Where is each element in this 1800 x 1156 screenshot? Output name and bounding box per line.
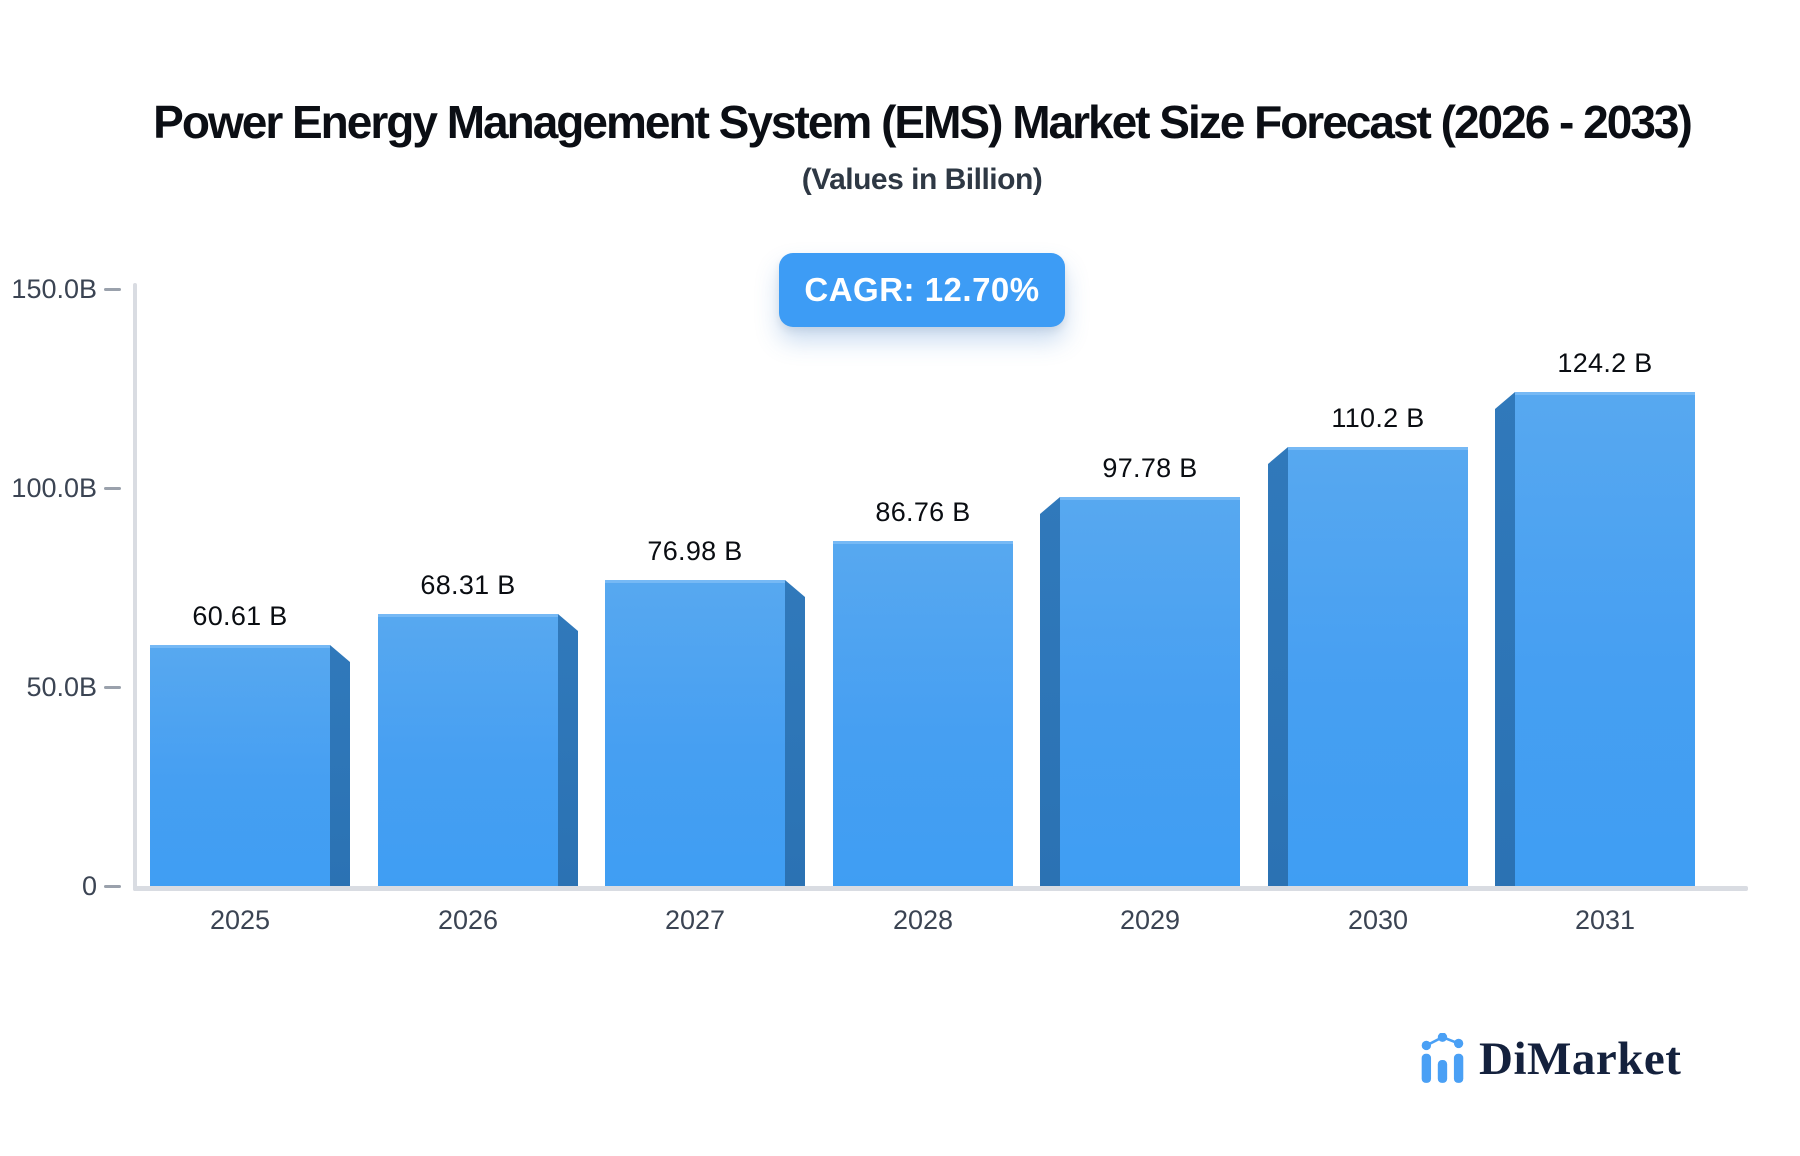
bar-line-chart-logo-icon [1421, 1033, 1464, 1083]
bar-face-2031[interactable] [1515, 392, 1695, 886]
x-tick-label-2025: 2025 [209, 905, 271, 935]
bar-value-label-2029: 97.78 B [1102, 453, 1198, 483]
y-tick-label-0: 0 [81, 871, 97, 901]
bar-value-label-2026: 68.31 B [420, 570, 516, 600]
bar-side-2031 [1495, 392, 1515, 886]
x-tick-label-2028: 2028 [892, 905, 954, 935]
bar-side-2027 [785, 580, 805, 886]
x-tick-label-2027: 2027 [664, 905, 726, 935]
y-tick-mark-150 [104, 288, 121, 291]
x-tick-label-2026: 2026 [437, 905, 499, 935]
dimarket-watermark: DiMarket [1420, 1032, 1681, 1086]
bar-face-2029[interactable] [1060, 497, 1240, 886]
x-tick-label-2031: 2031 [1574, 905, 1636, 935]
bar-side-2026 [558, 614, 578, 886]
bar-side-2029 [1040, 497, 1060, 886]
chart-subtitle: (Values in Billion) [801, 163, 1043, 196]
x-tick-label-2030: 2030 [1347, 905, 1409, 935]
bar-face-2028[interactable] [833, 541, 1013, 886]
chart-title: Power Energy Management System (EMS) Mar… [153, 96, 1693, 148]
bar-face-2025[interactable] [150, 645, 330, 886]
bar-side-2025 [330, 645, 350, 886]
y-axis-line [133, 283, 137, 891]
bar-value-label-2027: 76.98 B [647, 536, 743, 566]
bar-side-2030 [1268, 447, 1288, 886]
y-tick-label-100: 100.0B [11, 473, 97, 503]
y-tick-mark-50 [104, 686, 121, 689]
y-tick-mark-100 [104, 487, 121, 490]
cagr-badge: CAGR: 12.70% [779, 253, 1065, 327]
bar-face-2027[interactable] [605, 580, 785, 886]
bar-value-label-2030: 110.2 B [1331, 403, 1425, 433]
bar-value-label-2028: 86.76 B [875, 497, 971, 527]
bar-face-2030[interactable] [1288, 447, 1468, 886]
chart-header: Power Energy Management System (EMS) Mar… [44, 95, 1800, 197]
y-tick-mark-0 [104, 885, 121, 888]
bar-value-label-2025: 60.61 B [192, 601, 288, 631]
x-tick-label-2029: 2029 [1119, 905, 1181, 935]
y-tick-label-150: 150.0B [11, 274, 97, 304]
y-tick-label-50: 50.0B [26, 672, 97, 702]
bar-value-label-2031: 124.2 B [1557, 348, 1653, 378]
bar-face-2026[interactable] [378, 614, 558, 886]
brand-name: DiMarket [1479, 1033, 1682, 1085]
x-axis-line [133, 886, 1748, 891]
